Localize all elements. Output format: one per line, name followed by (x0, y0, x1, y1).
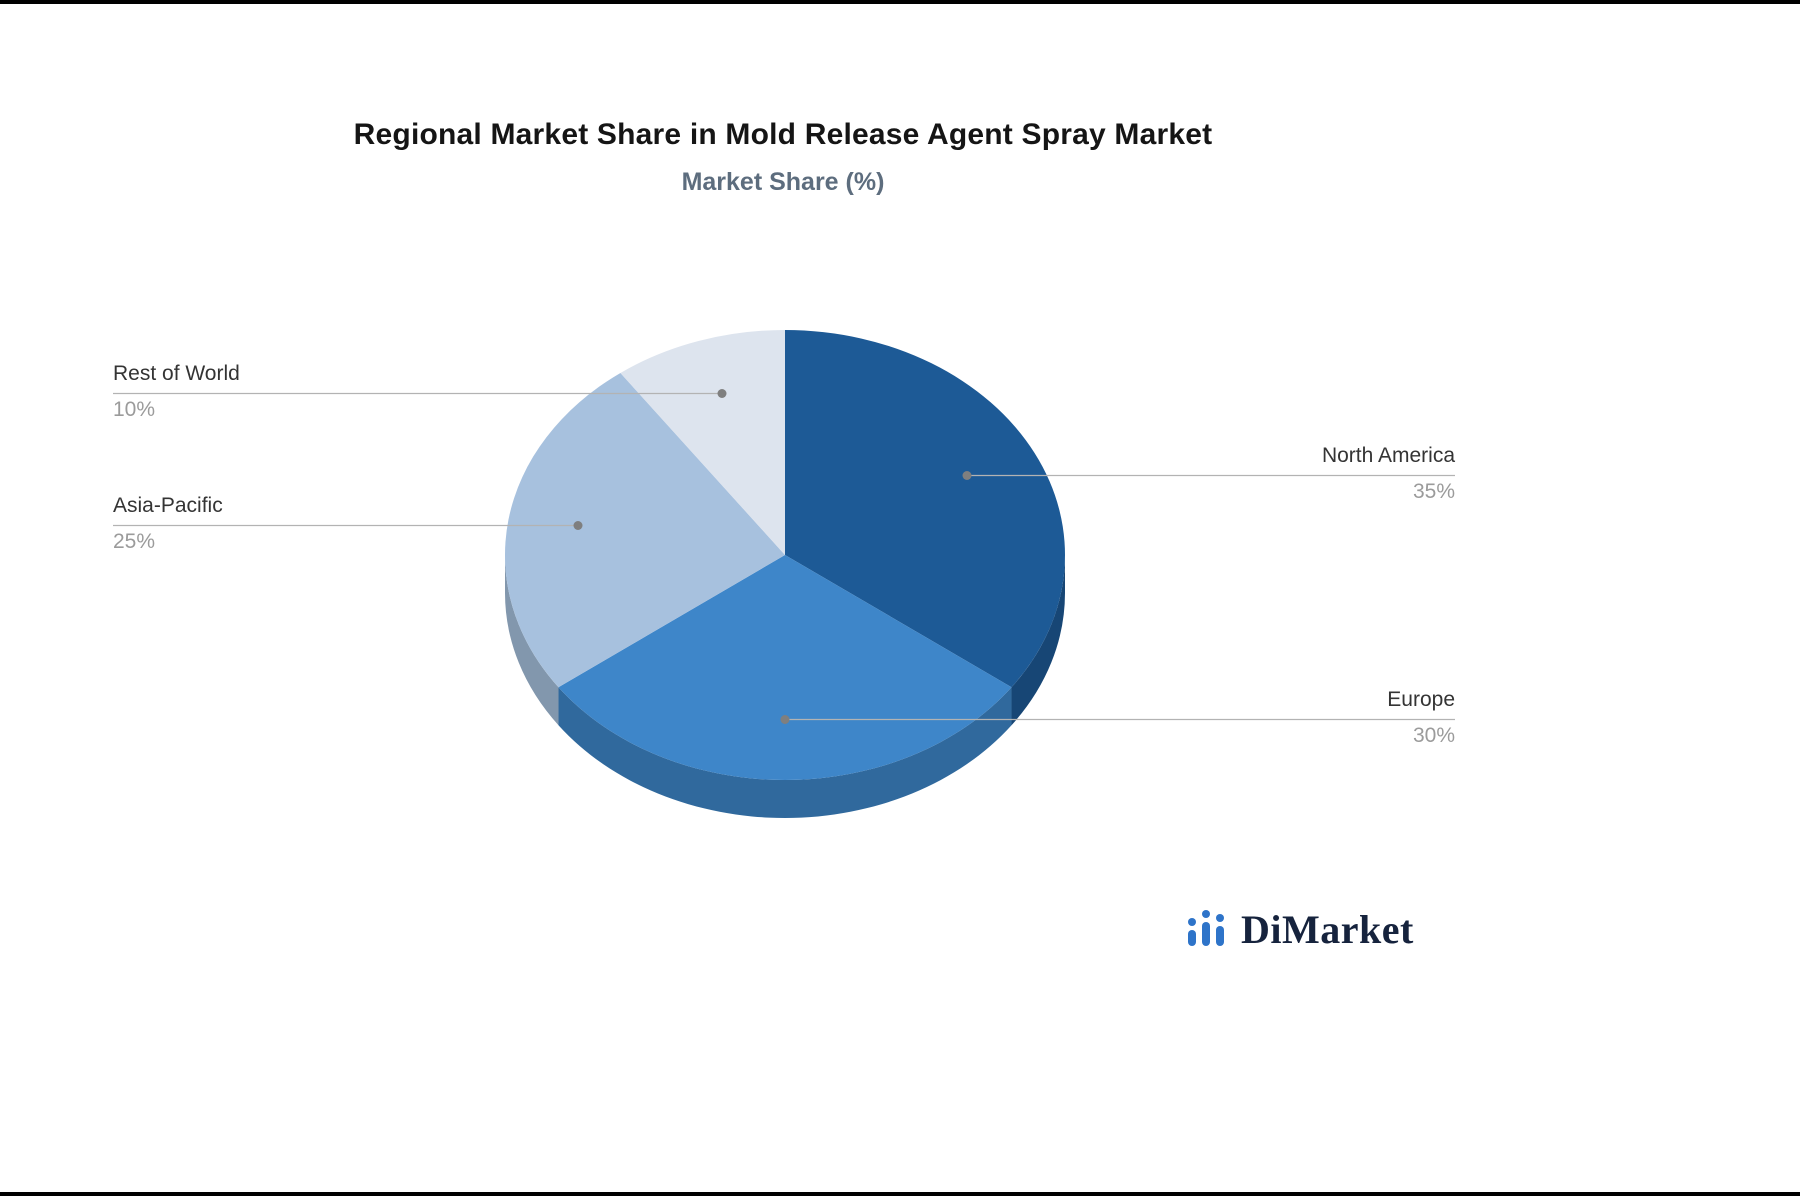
slice-label-asia-pacific: Asia-Pacific (113, 494, 223, 517)
screenshot-border-bottom (0, 1192, 1800, 1196)
chart-title: Regional Market Share in Mold Release Ag… (353, 118, 1213, 151)
leader-dot-europe (780, 715, 790, 724)
pie-slice-europe[interactable] (558, 555, 1012, 781)
pie-slice-asia-pacific[interactable] (504, 372, 785, 688)
dimarket-logo: DiMarket (1185, 898, 1414, 960)
dimarket-logo-icon (1188, 910, 1224, 946)
pie-slice-side-asia-pacific (505, 555, 559, 726)
slice-label-north-america: North America (1321, 444, 1455, 467)
dimarket-logo-text: DiMarket (1241, 906, 1414, 952)
pie-slice-north-america[interactable] (785, 330, 1065, 688)
leader-dot-asia-pacific (573, 521, 583, 530)
pie-slice-side-europe (558, 687, 1012, 818)
slice-pct-rest-of-world: 10% (113, 398, 156, 421)
slice-pct-north-america: 35% (1412, 480, 1455, 503)
slice-pct-europe: 30% (1412, 724, 1455, 747)
leader-dot-rest-of-world (717, 389, 727, 398)
leader-dot-north-america (962, 471, 972, 480)
pie-slice-side-north-america (1011, 555, 1065, 726)
pie-slice-rest-of-world[interactable] (620, 330, 785, 555)
slice-label-europe: Europe (1387, 688, 1455, 711)
screenshot-border-top (0, 0, 1800, 4)
chart-subtitle: Market Share (%) (681, 168, 885, 196)
slice-pct-asia-pacific: 25% (113, 530, 156, 553)
slice-label-rest-of-world: Rest of World (113, 362, 240, 385)
